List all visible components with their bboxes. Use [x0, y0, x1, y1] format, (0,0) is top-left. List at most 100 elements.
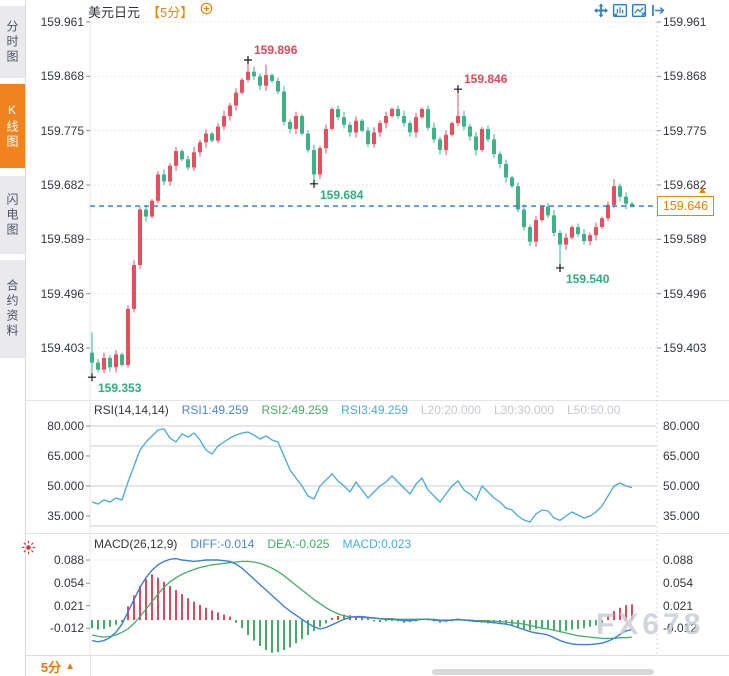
candle-body [276, 81, 280, 92]
candle-body [150, 200, 154, 217]
candle-body [420, 109, 424, 118]
candle-body [594, 227, 598, 236]
candle-body [480, 128, 484, 150]
macd-histogram-bar [325, 620, 327, 624]
macd-legend-item: DIFF:-0.014 [190, 537, 255, 551]
sidebar-tab-2[interactable]: K线图 [0, 84, 25, 168]
period-label: 【5分】 [147, 4, 194, 20]
candle-body [366, 130, 370, 145]
candle-body [120, 354, 124, 365]
rsi-line [91, 428, 633, 523]
candle-body [426, 109, 430, 128]
candle-body [528, 227, 532, 242]
candle-body [612, 186, 616, 205]
candle-body [618, 186, 622, 197]
macd-histogram-bar [379, 620, 381, 623]
candle-body [540, 206, 544, 221]
candle-body [252, 71, 256, 77]
macd-histogram-bar [313, 620, 315, 631]
macd-histogram-bar [145, 579, 147, 621]
candle-body [102, 357, 106, 370]
macd-histogram-bar [565, 620, 567, 631]
rsi-legend-item: L50:50.00 [567, 403, 621, 417]
candle-body [444, 134, 448, 150]
macd-histogram-bar [205, 607, 207, 621]
candle-body [378, 123, 382, 133]
candle-body [492, 139, 496, 155]
rsi-legend-item: RSI2:49.259 [261, 403, 329, 417]
macd-settings-icon[interactable] [21, 540, 36, 560]
macd-diff-line [91, 557, 633, 646]
candle-body [342, 117, 346, 125]
macd-legend-item: MACD(26,12,9) [94, 537, 178, 551]
macd-histogram-bar [91, 620, 93, 629]
candle-body [516, 186, 520, 210]
macd-histogram-bar [271, 620, 273, 653]
macd-histogram-bar [157, 577, 159, 621]
price-up-arrow-icon: ▲ [697, 184, 708, 196]
candle-body [144, 209, 148, 217]
candle-body [606, 204, 610, 219]
candle-body [228, 105, 232, 117]
sidebar: 分时图 K线图闪电图合约资料 [0, 0, 26, 676]
candle-body [162, 174, 166, 182]
candle-body [294, 116, 298, 129]
sidebar-tab-1[interactable]: 分时图 [0, 6, 25, 78]
zoom-area-icon[interactable] [612, 3, 628, 18]
candle-body [462, 116, 466, 127]
restore-zoom-icon[interactable] [631, 3, 647, 18]
candle-body [408, 123, 412, 133]
rsi-legend-item: RSI(14,14,14) [94, 403, 169, 417]
macd-histogram-bar [607, 615, 609, 621]
candle-body [234, 92, 238, 106]
candle-body [504, 163, 508, 178]
macd-histogram-bar [187, 598, 189, 621]
macd-histogram-bar [301, 620, 303, 640]
candle-body [192, 152, 196, 168]
macd-histogram-bar [211, 610, 213, 621]
candle-body [390, 109, 394, 117]
macd-histogram-bar [559, 620, 561, 632]
candle-body [300, 116, 304, 134]
candle-body [576, 227, 580, 235]
candle-body [138, 209, 142, 266]
extreme-cross-marker [556, 263, 564, 272]
macd-histogram-bar [553, 620, 555, 631]
candle-body [246, 71, 250, 80]
rsi-legend-item: RSI3:49.259 [341, 403, 408, 417]
macd-histogram-bar [175, 590, 177, 621]
candle-body [534, 220, 538, 242]
macd-histogram-bar [283, 620, 285, 651]
macd-histogram-bar [223, 614, 225, 621]
crosshair-move-icon[interactable] [593, 3, 609, 18]
extreme-cross-marker [454, 85, 462, 94]
sidebar-tab-3[interactable]: 闪电图 [0, 176, 25, 254]
sidebar-tab-4[interactable]: 合约资料 [0, 260, 25, 358]
macd-histogram-bar [535, 620, 537, 629]
candle-body [624, 196, 628, 204]
candle-body [498, 154, 502, 164]
candle-body [450, 123, 454, 135]
macd-legend-item: MACD:0.023 [342, 537, 412, 551]
macd-histogram-bar [577, 620, 579, 629]
macd-histogram-bar [343, 614, 345, 621]
macd-histogram-bar [547, 620, 549, 629]
candle-body [306, 133, 310, 150]
add-indicator-icon[interactable] [200, 2, 213, 20]
timeframe-selector[interactable]: 5分 ▲ [26, 656, 91, 676]
symbol-title: 美元日元 [88, 4, 141, 20]
candle-body [282, 91, 286, 122]
macd-histogram-bar [181, 594, 183, 621]
macd-histogram-bar [139, 585, 141, 621]
macd-histogram-bar [625, 605, 627, 621]
candle-body [312, 149, 316, 175]
macd-histogram-bar [385, 620, 387, 622]
candle-body [396, 109, 400, 117]
candle-body [258, 76, 262, 86]
go-to-latest-icon[interactable] [650, 3, 666, 18]
horizontal-scrollbar[interactable] [432, 669, 654, 675]
candle-body [432, 127, 436, 140]
macd-histogram-bar [337, 615, 339, 621]
